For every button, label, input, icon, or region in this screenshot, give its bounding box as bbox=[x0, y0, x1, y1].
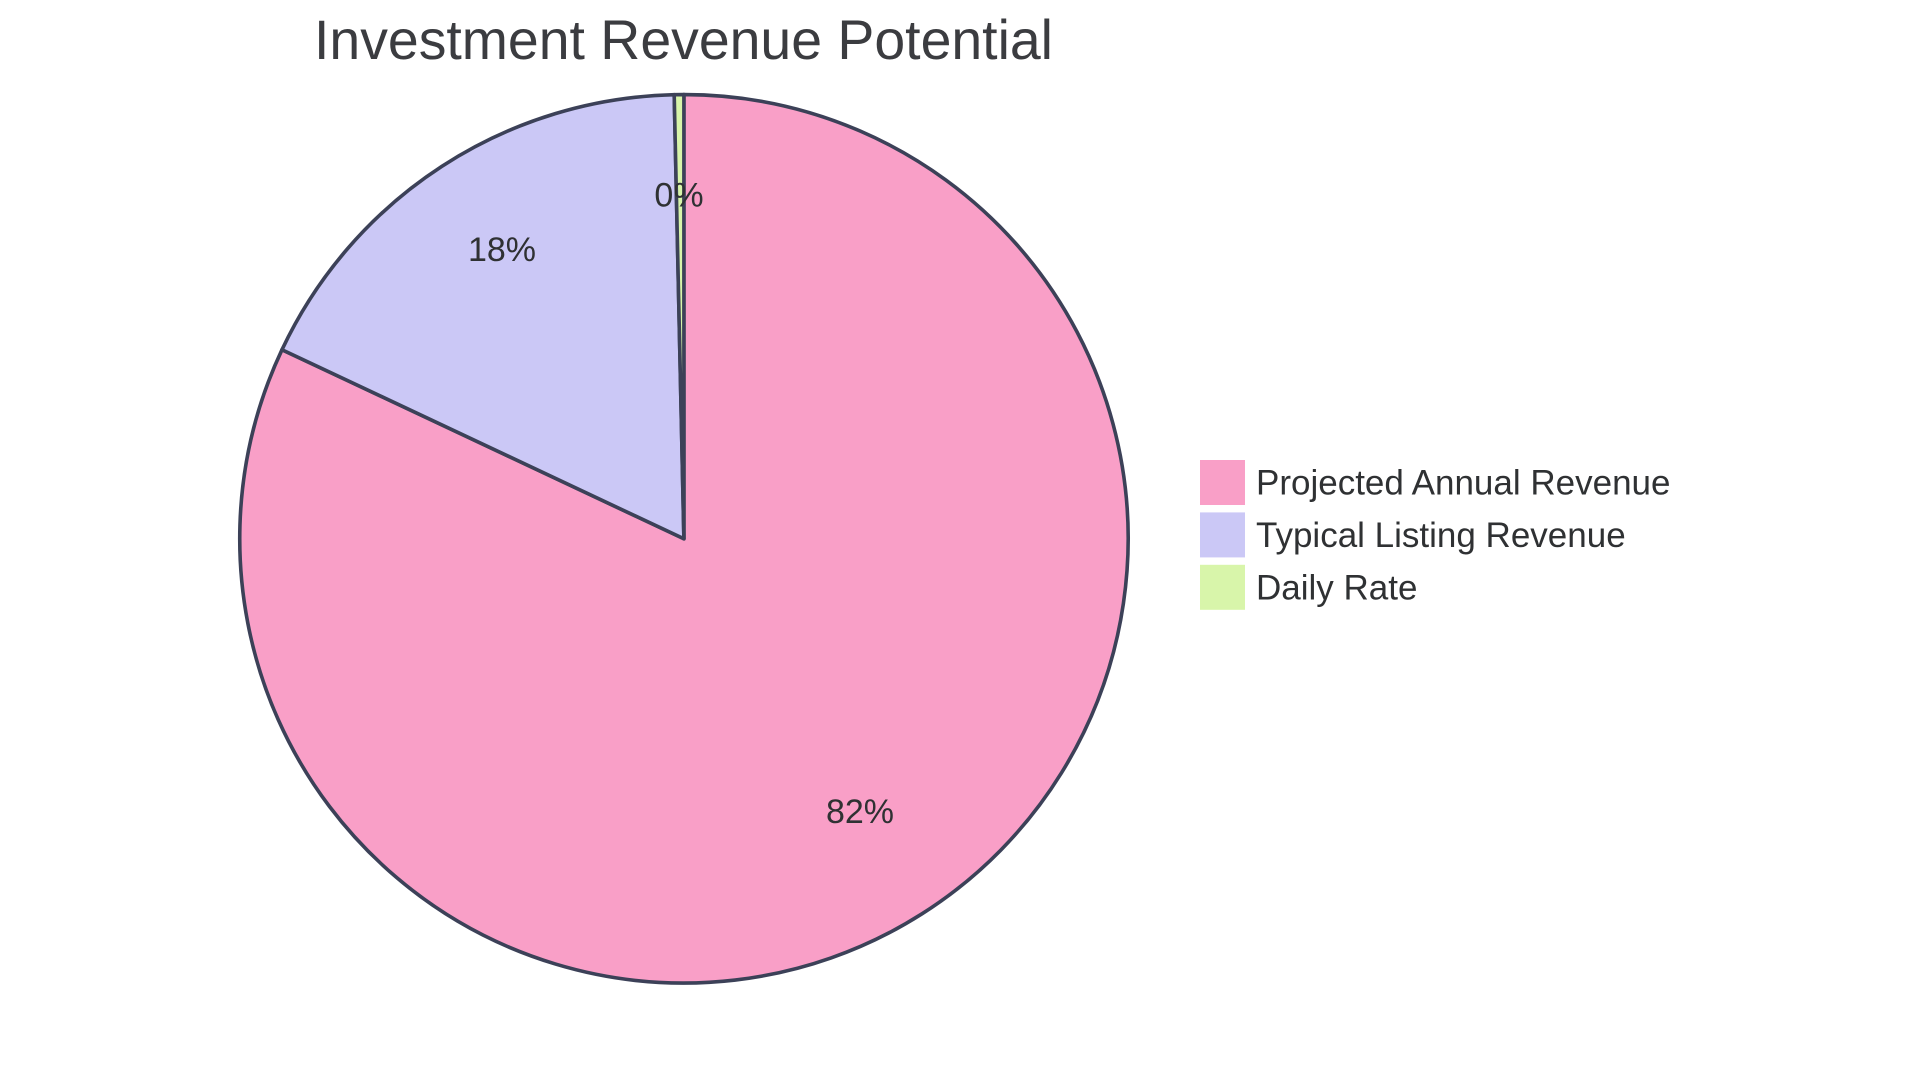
svg-text:82%: 82% bbox=[826, 793, 894, 831]
svg-text:Typical Listing Revenue: Typical Listing Revenue bbox=[1256, 516, 1626, 555]
svg-text:Projected Annual Revenue: Projected Annual Revenue bbox=[1256, 464, 1670, 503]
svg-text:0%: 0% bbox=[654, 177, 703, 215]
svg-text:Daily Rate: Daily Rate bbox=[1256, 568, 1417, 607]
svg-text:Investment Revenue Potential: Investment Revenue Potential bbox=[314, 9, 1053, 71]
svg-text:18%: 18% bbox=[468, 231, 536, 269]
